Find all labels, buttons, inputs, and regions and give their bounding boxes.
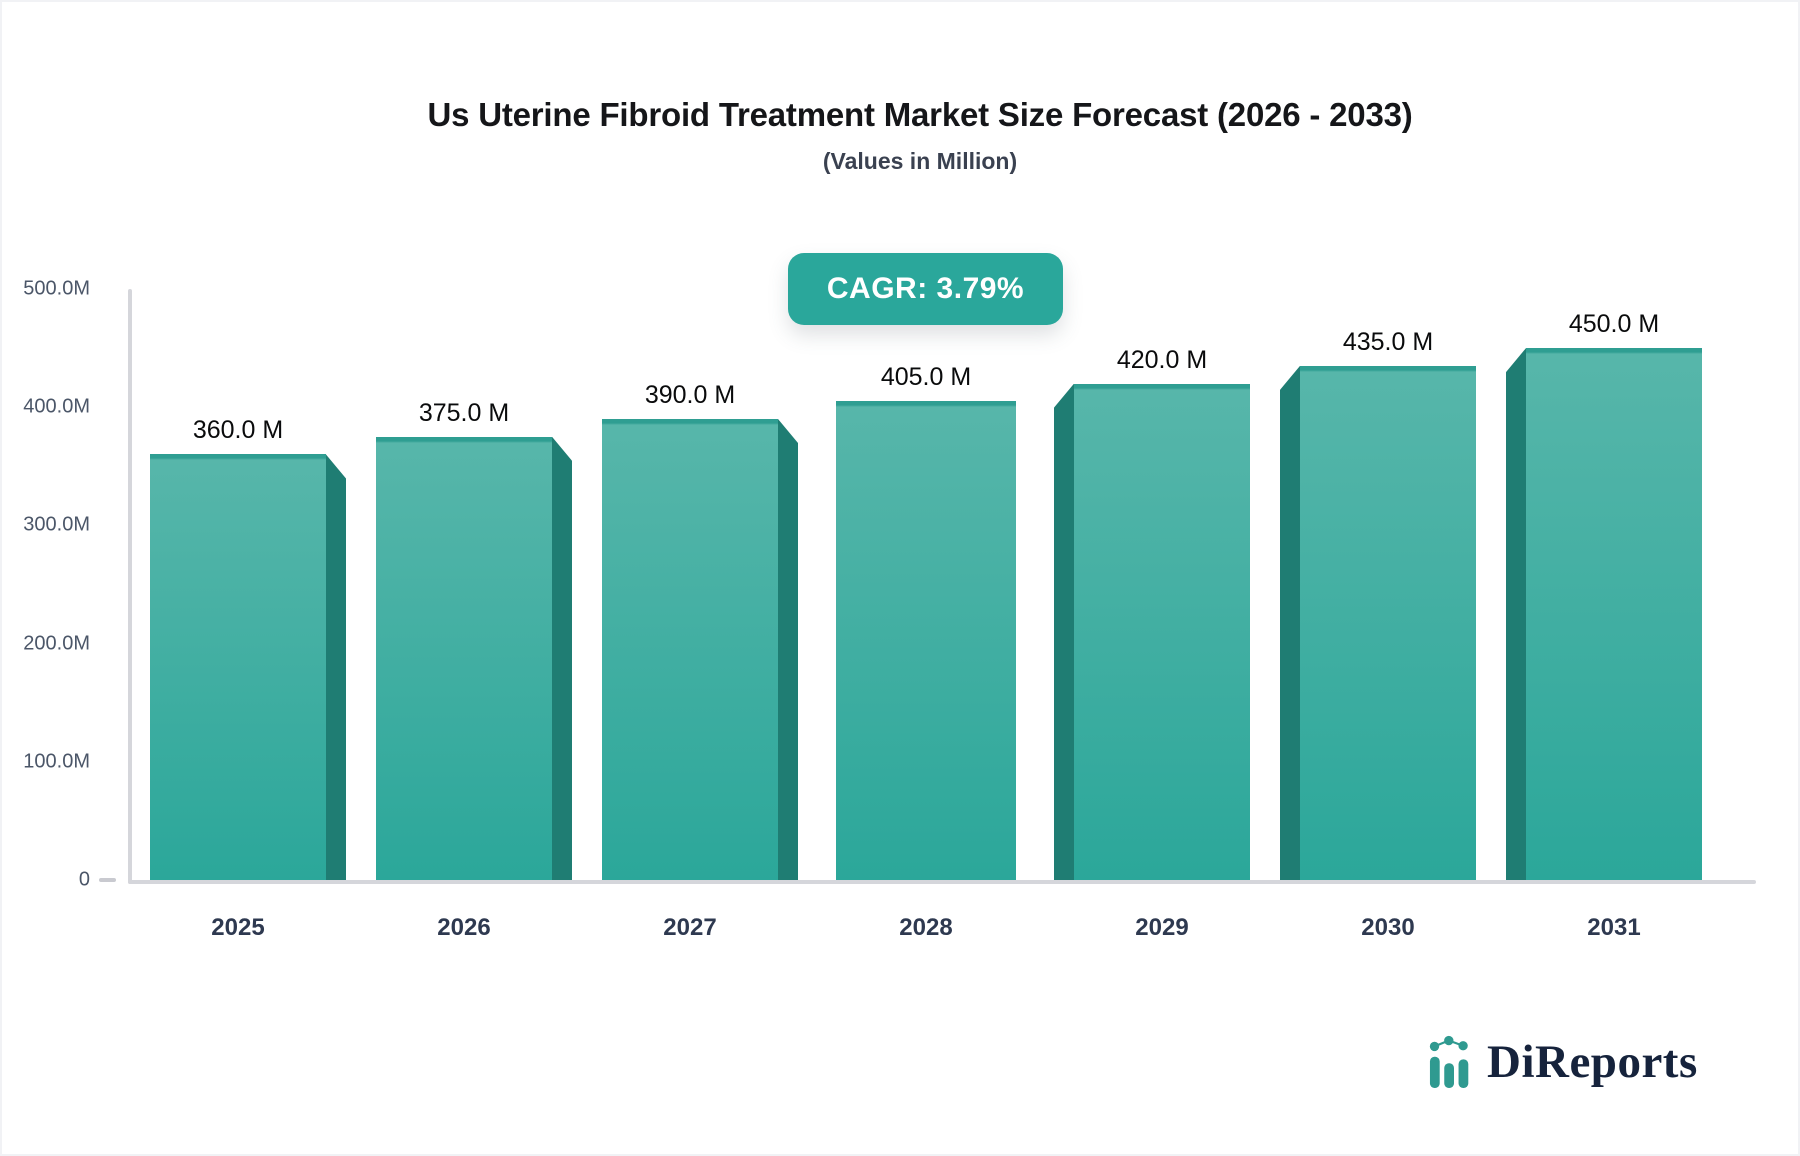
x-axis-labels: 2025 2026 2027 2028 2029 2030 2031	[150, 914, 1702, 942]
bar-value-label: 360.0 M	[192, 416, 284, 445]
bar	[150, 454, 346, 880]
zero-tick-mark	[99, 878, 116, 882]
bar-group: 450.0 M	[1506, 289, 1702, 880]
bar-value-label: 390.0 M	[644, 381, 736, 410]
x-tick-label: 2031	[1587, 914, 1641, 941]
x-tick-label: 2026	[437, 914, 491, 941]
cagr-badge-label: CAGR: 3.79%	[826, 272, 1025, 305]
bar-face	[1074, 383, 1250, 880]
bar	[1280, 365, 1476, 880]
bar-side-panel	[1280, 365, 1300, 880]
chart-title: Us Uterine Fibroid Treatment Market Size…	[427, 96, 1413, 133]
brand-logo: DiReports	[1428, 1033, 1698, 1091]
bar-side-panel	[1054, 383, 1074, 880]
x-tick-label: 2029	[1135, 914, 1189, 941]
bar-group: 435.0 M	[1280, 289, 1476, 880]
y-tick-label: 500.0M	[23, 277, 90, 300]
bar-face	[1526, 348, 1702, 880]
y-tick-label: 0	[78, 868, 90, 891]
x-tick-label: 2028	[899, 914, 953, 941]
bar-side-panel	[778, 419, 798, 880]
logo-chart-icon	[1429, 1035, 1469, 1088]
bar-side-panel	[326, 454, 346, 880]
bar-group: 405.0 M	[828, 289, 1024, 880]
y-axis: 500.0M 400.0M 300.0M 200.0M 100.0M 0	[0, 278, 90, 891]
x-axis-line	[128, 880, 1756, 884]
y-tick-label: 400.0M	[23, 395, 90, 418]
bar	[1054, 383, 1250, 880]
bar-value-label: 375.0 M	[418, 398, 510, 427]
bar-face	[150, 454, 326, 880]
y-tick-label: 300.0M	[23, 513, 90, 536]
x-tick-label: 2025	[211, 914, 265, 941]
bar	[828, 401, 1024, 880]
bar-face	[376, 436, 552, 880]
bar	[1506, 348, 1702, 880]
bar-group: 390.0 M	[602, 289, 798, 880]
bar-group: 375.0 M	[376, 289, 572, 880]
bar-group: 360.0 M	[150, 289, 346, 880]
bar-side-panel	[552, 436, 572, 880]
bar-value-label: 450.0 M	[1568, 310, 1660, 339]
cagr-badge: CAGR: 3.79%	[788, 253, 1063, 325]
x-tick-label: 2030	[1361, 914, 1415, 941]
bar	[602, 419, 798, 880]
plot-area: 360.0 M 375.0 M 390.0 M 405.0 M 420.0 M 435.0…	[130, 289, 1755, 880]
bar-side-panel	[1506, 348, 1526, 880]
brand-name: DiReports	[1487, 1036, 1698, 1088]
bar-value-label: 420.0 M	[1116, 345, 1208, 374]
bar	[376, 436, 572, 880]
chart-subtitle: (Values in Million)	[822, 148, 1018, 174]
bar-value-label: 435.0 M	[1342, 327, 1434, 356]
x-tick-label: 2027	[663, 914, 717, 941]
bar-series: 360.0 M 375.0 M 390.0 M 405.0 M 420.0 M 435.0…	[150, 289, 1702, 880]
bar-face	[836, 401, 1016, 880]
y-axis-line	[128, 289, 132, 884]
bar-face	[1300, 365, 1476, 880]
bar-face	[602, 419, 778, 880]
bar-group: 420.0 M	[1054, 289, 1250, 880]
y-tick-label: 200.0M	[23, 632, 90, 655]
bar-value-label: 405.0 M	[880, 363, 972, 392]
y-tick-label: 100.0M	[23, 750, 90, 773]
